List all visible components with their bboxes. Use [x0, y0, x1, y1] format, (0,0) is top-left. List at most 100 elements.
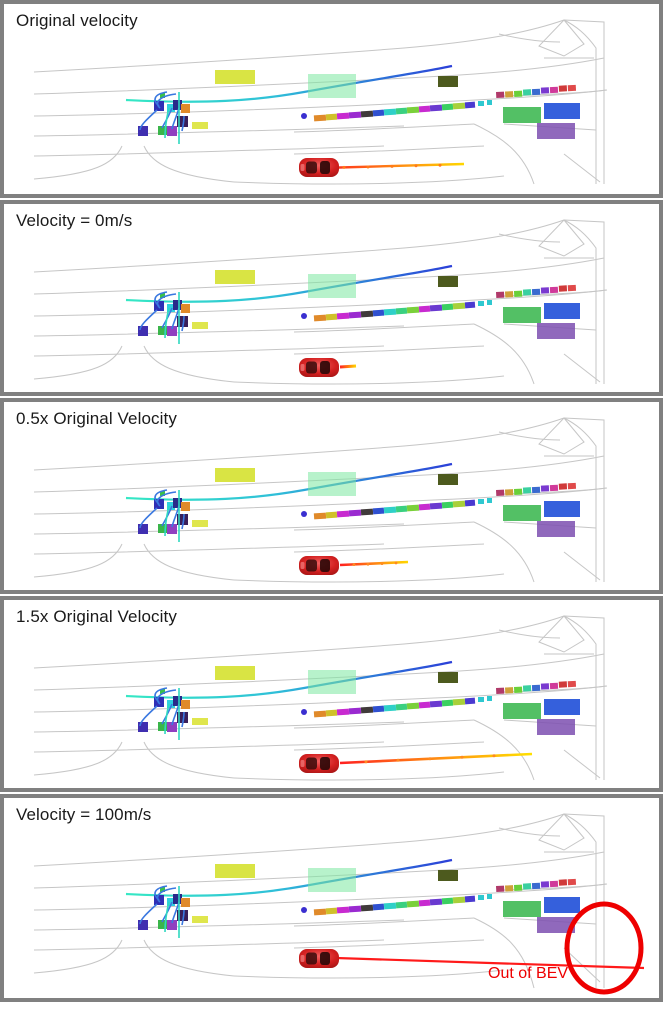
ego-vehicle	[299, 949, 339, 968]
pedestrian-trajectories	[139, 489, 185, 530]
pedestrian-trajectories-cyan	[164, 292, 180, 344]
agent-box-ped-4	[181, 304, 190, 313]
panel-original-velocity: Original velocity	[0, 0, 663, 198]
agent-box-ped-4	[181, 104, 190, 113]
ego-vehicle	[299, 754, 339, 773]
agent-box-blue	[544, 501, 580, 517]
panel-title: Velocity = 100m/s	[16, 805, 152, 824]
agent-box-ped-5	[177, 316, 188, 327]
agent-box-ped-7	[158, 524, 167, 533]
agent-box-green-ghost	[308, 670, 356, 694]
agent-box-yellow	[215, 864, 255, 878]
ego-trajectory	[321, 162, 465, 170]
ego-trajectory	[339, 560, 409, 567]
agent-box-ped-8	[167, 722, 177, 732]
bev-scene	[4, 4, 659, 194]
agent-box-blue	[544, 699, 580, 715]
right-agent-chain	[496, 84, 577, 98]
ego-vehicle	[299, 158, 339, 177]
bev-scene-svg	[33, 813, 645, 995]
bev-scene-svg	[33, 19, 608, 185]
agent-box-ped-4	[181, 502, 190, 511]
agent-box-ped-3	[173, 498, 182, 508]
predicted-trajectory-cyan-blue	[125, 64, 453, 103]
agent-box-ped-6	[138, 920, 148, 930]
agent-box-ped-4	[181, 898, 190, 907]
agent-box-olive	[438, 474, 458, 485]
ego-trajectory	[339, 752, 533, 765]
panel-velocity-100: Velocity = 100m/s	[0, 794, 663, 1002]
agent-box-ped-7	[158, 722, 167, 731]
agent-box-yellow	[215, 666, 255, 680]
agent-box-ped-8	[167, 126, 177, 136]
agent-box-ped-2	[167, 898, 175, 906]
panel-1p5x-velocity: 1.5x Original Velocity	[0, 596, 663, 792]
center-agent-chain	[301, 696, 492, 718]
agent-box-ped-3	[173, 696, 182, 706]
agent-boxes	[138, 70, 580, 139]
agent-box-yellow	[215, 70, 255, 84]
pedestrian-trajectories-cyan	[164, 490, 180, 542]
agent-box-green-ghost	[308, 868, 356, 892]
bev-scene	[4, 402, 659, 590]
bev-scene	[4, 204, 659, 392]
agent-box-green-ghost	[308, 472, 356, 496]
center-agent-chain	[301, 498, 492, 520]
agent-box-ped-7	[158, 126, 167, 135]
agent-box-yellow-small	[192, 520, 208, 527]
agent-box-purple	[537, 123, 575, 139]
pedestrian-trajectories-cyan	[164, 886, 180, 938]
agent-box-ped-6	[138, 524, 148, 534]
agent-box-olive	[438, 870, 458, 881]
agent-box-ped-7	[158, 326, 167, 335]
agent-box-ped-2	[167, 304, 175, 312]
agent-box-olive	[438, 276, 458, 287]
agent-box-purple	[537, 521, 575, 537]
agent-box-yellow	[215, 468, 255, 482]
bev-scene	[4, 798, 659, 998]
agent-boxes	[138, 270, 580, 339]
agent-box-ped-5	[177, 712, 188, 723]
agent-marker-green	[160, 93, 165, 98]
agent-box-green	[503, 307, 541, 323]
agent-boxes	[138, 666, 580, 735]
panel-velocity-0: Velocity = 0m/s	[0, 200, 663, 396]
predicted-trajectory-cyan-blue	[125, 858, 453, 897]
bev-scene-svg	[33, 417, 608, 583]
agent-marker-green	[160, 887, 165, 892]
out-of-bev-highlight-circle	[564, 901, 644, 995]
agent-box-olive	[438, 672, 458, 683]
agent-box-ped-6	[138, 326, 148, 336]
agent-box-purple	[537, 917, 575, 933]
agent-box-ped-5	[177, 910, 188, 921]
agent-box-ped-3	[173, 100, 182, 110]
agent-box-ped-5	[177, 514, 188, 525]
right-agent-chain	[496, 482, 577, 496]
agent-box-ped-8	[167, 524, 177, 534]
agent-box-ped-6	[138, 722, 148, 732]
ego-trajectory-out-of-bev	[335, 956, 645, 970]
agent-marker-green	[160, 689, 165, 694]
agent-box-ped-2	[167, 104, 175, 112]
agent-box-green	[503, 107, 541, 123]
agent-box-yellow-small	[192, 322, 208, 329]
predicted-trajectory-cyan-blue	[125, 264, 453, 303]
center-agent-chain	[301, 100, 492, 122]
panel-title: Original velocity	[16, 11, 138, 30]
agent-box-blue	[544, 103, 580, 119]
out-of-bev-annotation-label: Out of BEV	[488, 965, 569, 982]
right-agent-chain	[496, 284, 577, 298]
agent-box-ped-3	[173, 300, 182, 310]
road-network	[33, 615, 608, 781]
bev-scene	[4, 600, 659, 788]
agent-box-blue	[544, 303, 580, 319]
agent-box-ped-8	[167, 326, 177, 336]
ego-vehicle	[299, 556, 339, 575]
agent-box-ped-5	[177, 116, 188, 127]
road-network	[33, 813, 608, 989]
agent-box-ped-2	[167, 502, 175, 510]
panel-title: 1.5x Original Velocity	[16, 607, 177, 626]
agent-box-ped-3	[173, 894, 182, 904]
agent-box-green	[503, 505, 541, 521]
